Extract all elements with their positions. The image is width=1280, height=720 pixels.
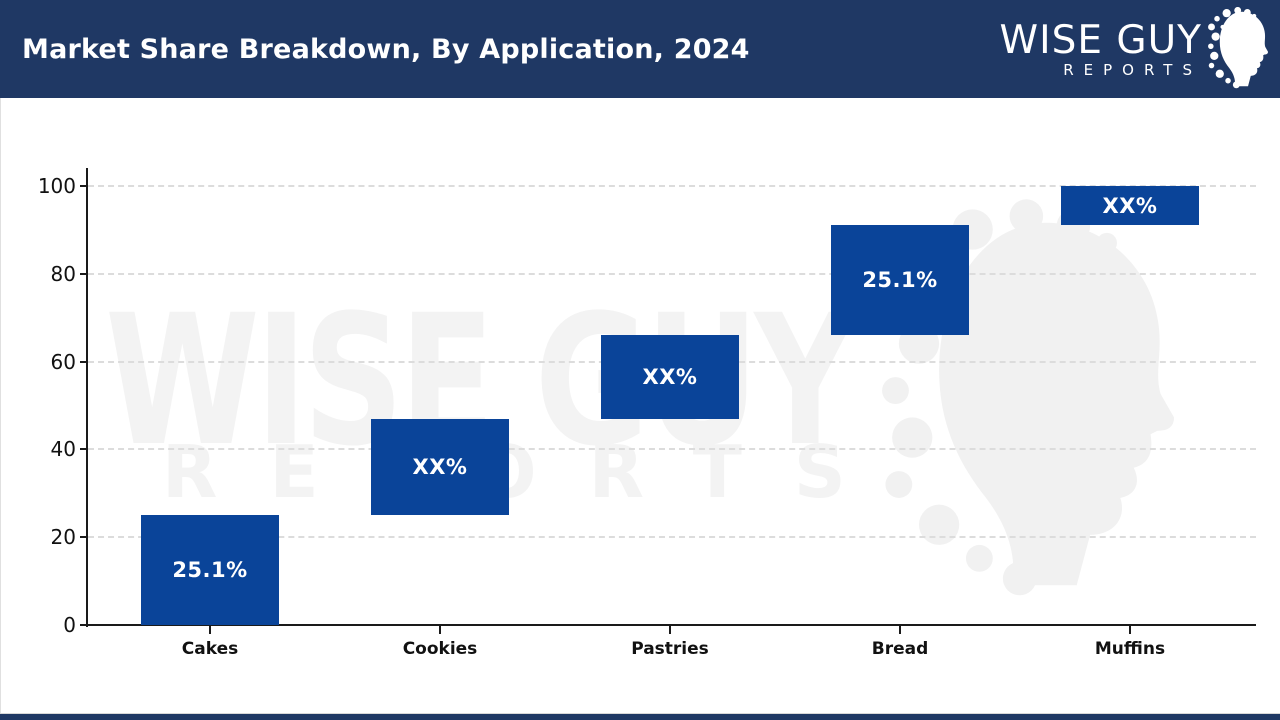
y-axis-tick-label: 80 bbox=[50, 261, 76, 286]
y-axis-tick bbox=[80, 185, 88, 187]
chart-title: Market Share Breakdown, By Application, … bbox=[22, 33, 750, 65]
y-axis-tick bbox=[80, 624, 88, 626]
y-axis-tick-label: 40 bbox=[50, 437, 76, 462]
x-axis-tick bbox=[439, 626, 441, 634]
footer-bar bbox=[0, 714, 1280, 720]
logo-text: WISE GUY REPORTS bbox=[1000, 21, 1202, 78]
y-axis-tick-label: 20 bbox=[50, 525, 76, 550]
x-axis-tick bbox=[669, 626, 671, 634]
bar-value-label: 25.1% bbox=[172, 557, 248, 582]
logo-subtext: REPORTS bbox=[1063, 60, 1202, 79]
bar-cookies[interactable]: XX% bbox=[371, 418, 509, 515]
bar-muffins[interactable]: XX% bbox=[1061, 186, 1199, 226]
y-axis-tick bbox=[80, 536, 88, 539]
gridline bbox=[88, 272, 1256, 275]
logo-wordmark: WISE GUY bbox=[999, 17, 1202, 63]
bar-value-label: 25.1% bbox=[862, 268, 938, 293]
bar-value-label: XX% bbox=[1102, 193, 1158, 218]
x-axis-tick bbox=[209, 626, 211, 634]
y-axis-tick-label: 100 bbox=[37, 174, 76, 198]
left-edge-divider bbox=[0, 98, 1, 714]
x-axis-line bbox=[86, 624, 1256, 626]
bottom-divider bbox=[0, 713, 1280, 714]
bar-pastries[interactable]: XX% bbox=[601, 335, 739, 419]
y-axis-tick bbox=[80, 272, 88, 275]
gridline bbox=[88, 536, 1256, 539]
x-axis-label-pastries: Pastries bbox=[631, 639, 709, 659]
gridline bbox=[88, 185, 1256, 187]
x-axis-label-muffins: Muffins bbox=[1094, 639, 1166, 659]
y-axis-line bbox=[86, 168, 88, 627]
x-axis-label-cookies: Cookies bbox=[402, 639, 478, 659]
wiseguy-logo: WISE GUY REPORTS bbox=[1000, 7, 1268, 91]
x-axis-tick bbox=[899, 626, 901, 634]
bar-cakes[interactable]: 25.1% bbox=[141, 514, 279, 625]
x-axis-label-cakes: Cakes bbox=[181, 639, 239, 659]
y-axis-tick bbox=[80, 448, 88, 451]
x-axis-label-bread: Bread bbox=[871, 639, 929, 659]
y-axis-tick-label: 60 bbox=[50, 349, 76, 374]
gridline bbox=[88, 448, 1256, 451]
header-bar: Market Share Breakdown, By Application, … bbox=[0, 0, 1280, 98]
x-axis-tick bbox=[1129, 626, 1131, 634]
bar-value-label: XX% bbox=[642, 364, 698, 389]
y-axis-tick-label: 0 bbox=[63, 613, 76, 637]
bar-bread[interactable]: 25.1% bbox=[831, 225, 969, 336]
y-axis-tick bbox=[80, 360, 88, 363]
bar-value-label: XX% bbox=[412, 454, 468, 479]
